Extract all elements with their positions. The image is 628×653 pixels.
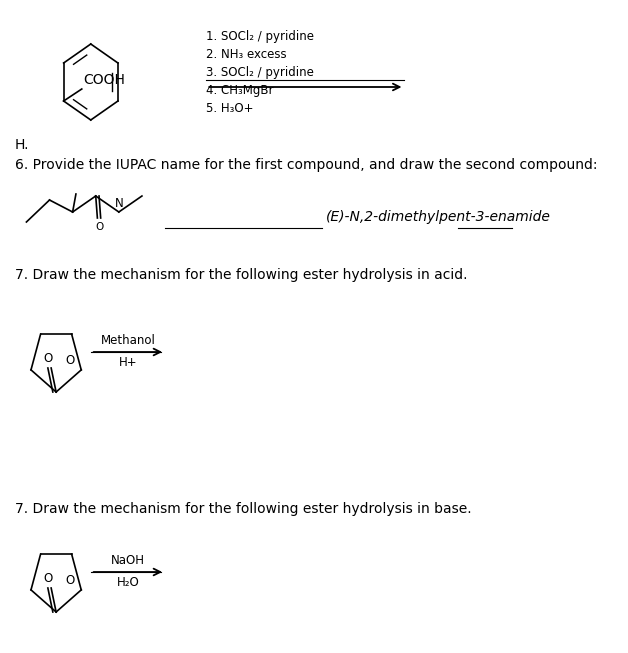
Text: O: O bbox=[65, 574, 75, 587]
Text: Methanol: Methanol bbox=[100, 334, 155, 347]
Text: (E)-N,2-dimethylpent-3-enamide: (E)-N,2-dimethylpent-3-enamide bbox=[326, 210, 551, 224]
Text: O: O bbox=[65, 354, 75, 367]
Text: O: O bbox=[43, 572, 53, 585]
Text: H+: H+ bbox=[119, 356, 138, 369]
Text: NaOH: NaOH bbox=[111, 554, 145, 567]
Text: 3. SOCl₂ / pyridine: 3. SOCl₂ / pyridine bbox=[207, 66, 314, 79]
Text: 4. CH₃MgBr: 4. CH₃MgBr bbox=[207, 84, 274, 97]
Text: O: O bbox=[43, 352, 53, 365]
Text: H₂O: H₂O bbox=[117, 576, 139, 589]
Text: O: O bbox=[95, 222, 103, 232]
Text: 5. H₃O+: 5. H₃O+ bbox=[207, 102, 254, 115]
Text: H.: H. bbox=[15, 138, 30, 152]
Text: 7. Draw the mechanism for the following ester hydrolysis in acid.: 7. Draw the mechanism for the following … bbox=[15, 268, 467, 282]
Text: 1. SOCl₂ / pyridine: 1. SOCl₂ / pyridine bbox=[207, 30, 314, 43]
Text: N: N bbox=[114, 197, 123, 210]
Text: 2. NH₃ excess: 2. NH₃ excess bbox=[207, 48, 287, 61]
Text: 6. Provide the IUPAC name for the first compound, and draw the second compound:: 6. Provide the IUPAC name for the first … bbox=[15, 158, 597, 172]
Text: COOH: COOH bbox=[84, 73, 126, 87]
Text: 7. Draw the mechanism for the following ester hydrolysis in base.: 7. Draw the mechanism for the following … bbox=[15, 502, 472, 516]
